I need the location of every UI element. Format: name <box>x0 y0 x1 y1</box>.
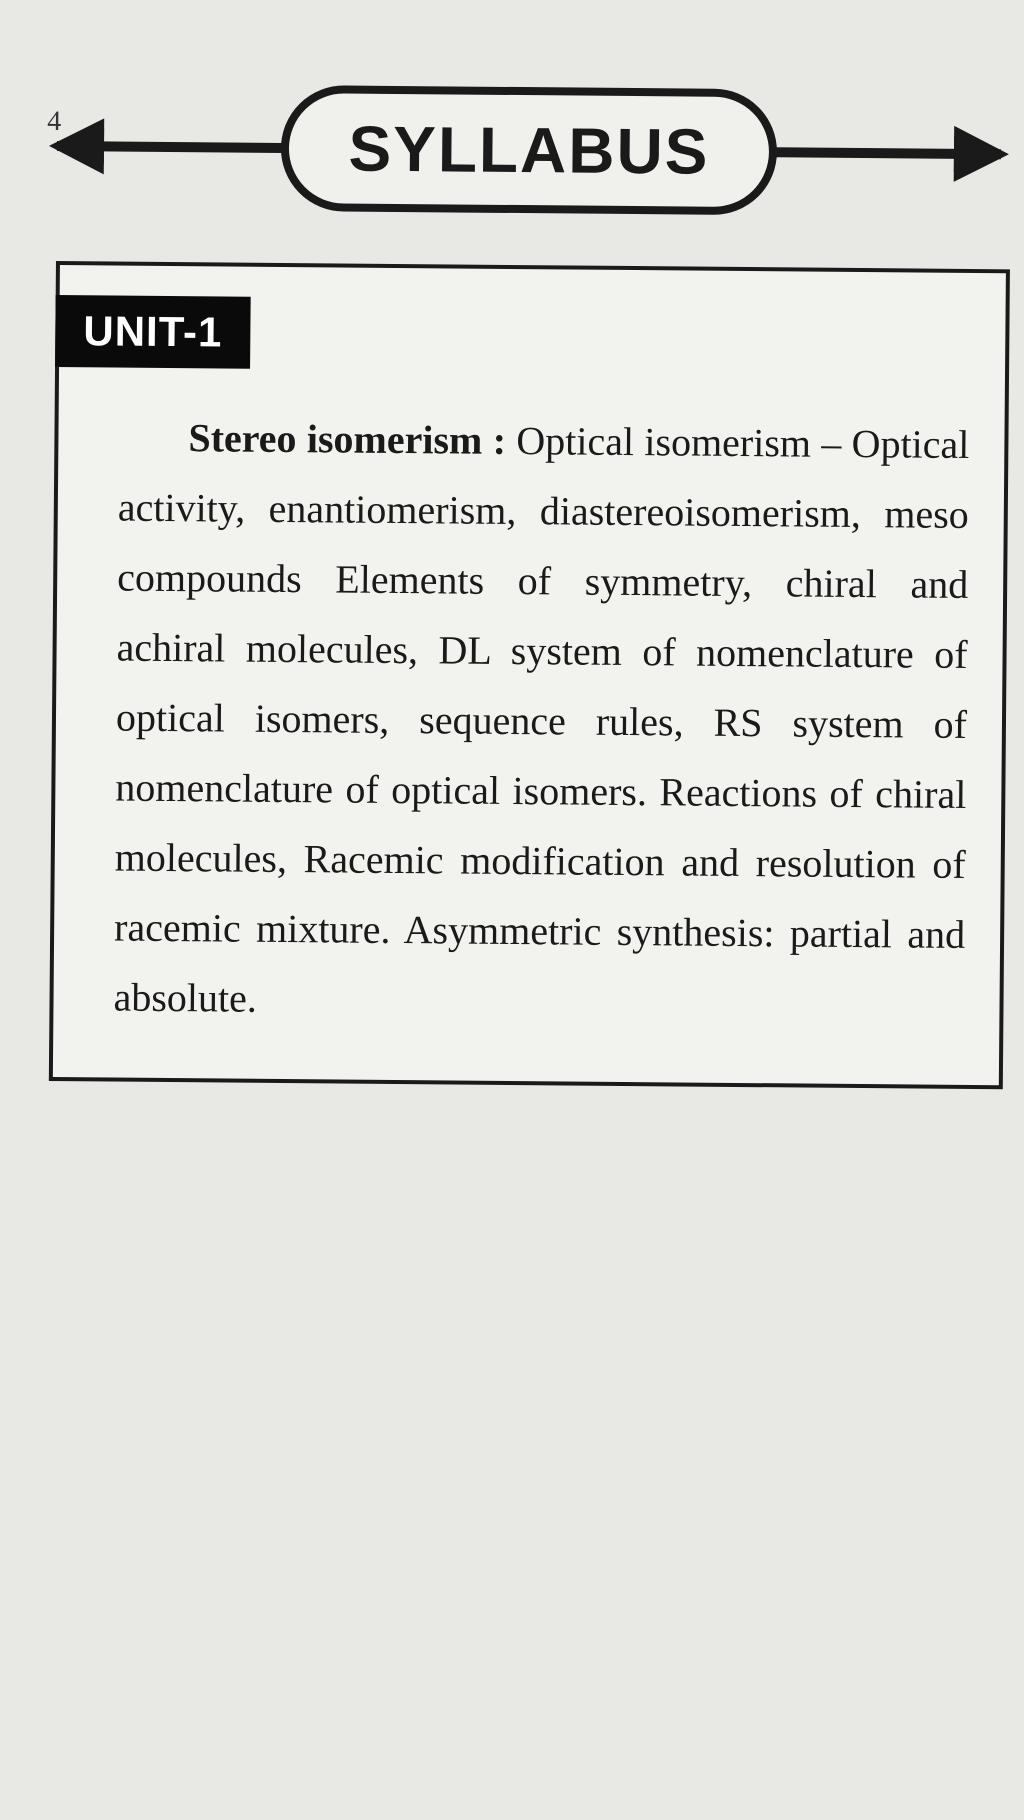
topic-body: Optical isomerism – Optical activity, en… <box>113 418 969 1021</box>
arrow-left-icon <box>49 118 104 174</box>
content-text: Stereo isomerism : Optical isomerism – O… <box>53 367 1005 1085</box>
topic-title: Stereo isomerism : <box>188 415 506 463</box>
content-box: UNIT-1 Stereo isomerism : Optical isomer… <box>49 261 1010 1089</box>
page-container: 4 SYLLABUS UNIT-1 Stereo isomerism : Opt… <box>0 76 1024 1820</box>
syllabus-pill: SYLLABUS <box>280 85 778 215</box>
unit-badge: UNIT-1 <box>55 295 251 369</box>
syllabus-header: SYLLABUS <box>56 76 1001 224</box>
syllabus-title: SYLLABUS <box>348 112 710 189</box>
arrow-right-icon <box>954 126 1009 182</box>
